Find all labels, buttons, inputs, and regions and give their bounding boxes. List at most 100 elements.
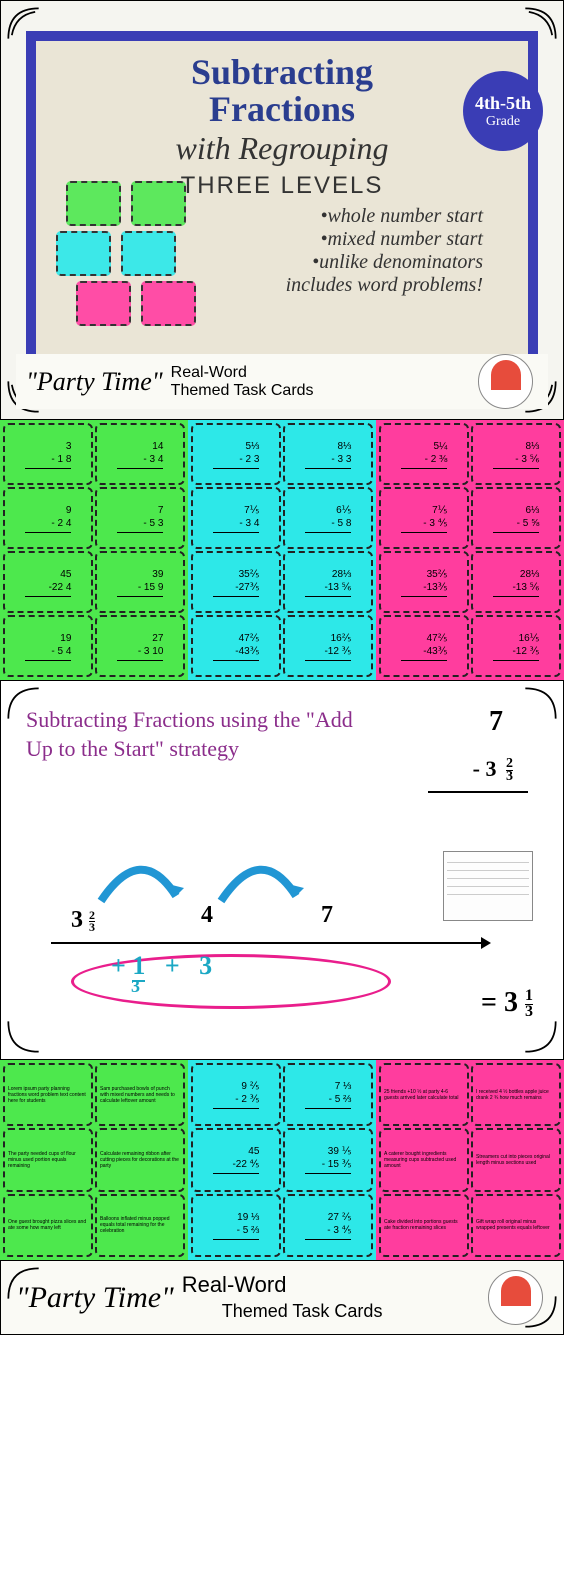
answer-line xyxy=(305,532,352,533)
green-cards-column: 3- 1 814- 3 49- 2 47- 5 345-22 439- 15 9… xyxy=(0,420,188,680)
problem-top: 3 xyxy=(25,440,72,453)
task-card: 28⅓-13 ⅚ xyxy=(283,551,373,613)
header-product-card: Subtracting Fractions with Regrouping TH… xyxy=(0,0,564,420)
ws-row xyxy=(447,863,529,871)
grade-numbers: 4th-5th xyxy=(475,93,531,114)
problem-bottom: - 3 ⅘ xyxy=(305,1224,352,1237)
problem-subtract: - 3 2 3 xyxy=(473,756,513,784)
task-card: 45-22 ⅘ xyxy=(191,1128,281,1191)
task-card: 6⅓- 5 ⅝ xyxy=(471,487,561,549)
product-subtitle: with Regrouping xyxy=(51,130,513,167)
problem-bottom: - 15 ⅗ xyxy=(305,1158,352,1171)
bottom-footer-strip: "Party Time" Real-Word Themed Task Cards xyxy=(0,1260,564,1335)
problem-bottom: - 15 9 xyxy=(117,581,164,594)
answer-line xyxy=(213,660,260,661)
problem-top: 47⅖ xyxy=(401,632,448,645)
corner-ornament-icon xyxy=(6,686,41,721)
answer-line xyxy=(401,596,448,597)
problem-bottom: - 5 ⅝ xyxy=(493,517,540,530)
cyan-cards-column: 5⅓- 2 38⅓- 3 37⅕- 3 46⅕- 5 835⅖-27⅗28⅓-1… xyxy=(188,420,376,680)
problem-top: 35⅖ xyxy=(213,568,260,581)
problem-bottom: - 2 4 xyxy=(25,517,72,530)
answer-line xyxy=(25,468,72,469)
answer-line xyxy=(305,660,352,661)
problem-top: 7⅕ xyxy=(401,504,448,517)
pt1: 3 xyxy=(71,907,83,933)
task-card: 14- 3 4 xyxy=(95,423,185,485)
task-card: 8⅓- 3 3 xyxy=(283,423,373,485)
ws-row xyxy=(447,871,529,879)
problem-bottom: -12 ⅗ xyxy=(305,645,352,658)
word-problem-card: Streamers cut into pieces original lengt… xyxy=(471,1128,561,1191)
task-card: 16⅕-12 ⅗ xyxy=(471,615,561,677)
worksheet-thumbnail xyxy=(443,851,533,921)
answer-line xyxy=(493,596,540,597)
word-problem-card: Gift wrap roll original minus wrapped pr… xyxy=(471,1194,561,1257)
ws-row xyxy=(447,879,529,887)
problem-top: 8⅓ xyxy=(493,440,540,453)
mini-card xyxy=(121,231,176,276)
word-problem-card: Cake divided into portions guests ate fr… xyxy=(379,1194,469,1257)
answer-line xyxy=(493,532,540,533)
problem-bottom: - 3 ⅘ xyxy=(401,517,448,530)
rw1: Real-Word xyxy=(171,364,247,381)
product-title-line1: Subtracting xyxy=(51,51,513,93)
grade-label: Grade xyxy=(486,114,520,130)
answer-line xyxy=(305,1239,352,1240)
answer-line xyxy=(493,660,540,661)
problem-top: 6⅓ xyxy=(493,504,540,517)
task-card: 47⅖-43⅗ xyxy=(379,615,469,677)
answer-line xyxy=(213,1108,260,1109)
answer-line xyxy=(25,596,72,597)
numberline-point-2: 4 xyxy=(201,902,213,929)
problem-bottom: - 2 3 xyxy=(213,453,260,466)
word-problem-card: 25 friends +10 ½ at party 4-6 guests arr… xyxy=(379,1063,469,1126)
answer-line xyxy=(25,660,72,661)
number-line xyxy=(51,942,483,944)
problem-bottom: - 5 4 xyxy=(25,645,72,658)
title-frame: Subtracting Fractions with Regrouping TH… xyxy=(26,31,538,366)
sub-whole: - 3 xyxy=(473,756,497,781)
rb: 3 xyxy=(525,1004,533,1019)
task-card: 7⅕- 3 ⅘ xyxy=(379,487,469,549)
mini-card xyxy=(66,181,121,226)
ws-row xyxy=(447,855,529,863)
problem-bottom: -43⅗ xyxy=(401,645,448,658)
task-card: 7⅕- 3 4 xyxy=(191,487,281,549)
problem-bottom: -27⅗ xyxy=(213,581,260,594)
problem-bottom: - 2 ⅜ xyxy=(401,453,448,466)
problem-top: 5¼ xyxy=(401,440,448,453)
answer-line xyxy=(25,532,72,533)
pt1b: 3 xyxy=(89,921,95,933)
problem-bottom: -22 ⅘ xyxy=(213,1158,260,1171)
task-cards-grid-2: Lorem ipsum party planning fractions wor… xyxy=(0,1060,564,1260)
task-card: 45-22 4 xyxy=(3,551,93,613)
problem-bottom: - 3 4 xyxy=(213,517,260,530)
pink-word-cards: 25 friends +10 ½ at party 4-6 guests arr… xyxy=(376,1060,564,1260)
problem-top: 28⅓ xyxy=(493,568,540,581)
preview-cards-stack xyxy=(56,181,236,341)
numberline-point-1: 3 2 3 xyxy=(71,907,95,934)
strategy-explanation-panel: Subtracting Fractions using the "Add Up … xyxy=(0,680,564,1060)
task-card: 27- 3 10 xyxy=(95,615,185,677)
task-card: 16⅖-12 ⅗ xyxy=(283,615,373,677)
problem-top: 27 xyxy=(117,632,164,645)
problem-top: 35⅖ xyxy=(401,568,448,581)
word-problem-card: Sam purchased bowls of punch with mixed … xyxy=(95,1063,185,1126)
task-card: 19- 5 4 xyxy=(3,615,93,677)
subtraction-line xyxy=(428,791,528,793)
task-card: 9 ⅖- 2 ⅗ xyxy=(191,1063,281,1126)
corner-ornament-icon xyxy=(6,1266,41,1301)
problem-bottom: - 5 ⅔ xyxy=(213,1224,260,1237)
problem-top: 5⅓ xyxy=(213,440,260,453)
task-card: 35⅖-27⅗ xyxy=(191,551,281,613)
problem-top: 45 xyxy=(25,568,72,581)
answer-line xyxy=(401,468,448,469)
real-word-label: Real-Word Themed Task Cards xyxy=(171,364,314,399)
green-word-cards: Lorem ipsum party planning fractions wor… xyxy=(0,1060,188,1260)
word-problem-card: One guest brought pizza slices and ate s… xyxy=(3,1194,93,1257)
problem-start-number: 7 xyxy=(489,706,503,738)
task-card: 27 ⅖- 3 ⅘ xyxy=(283,1194,373,1257)
task-card: 39 ⅕- 15 ⅗ xyxy=(283,1128,373,1191)
corner-ornament-icon xyxy=(523,686,558,721)
